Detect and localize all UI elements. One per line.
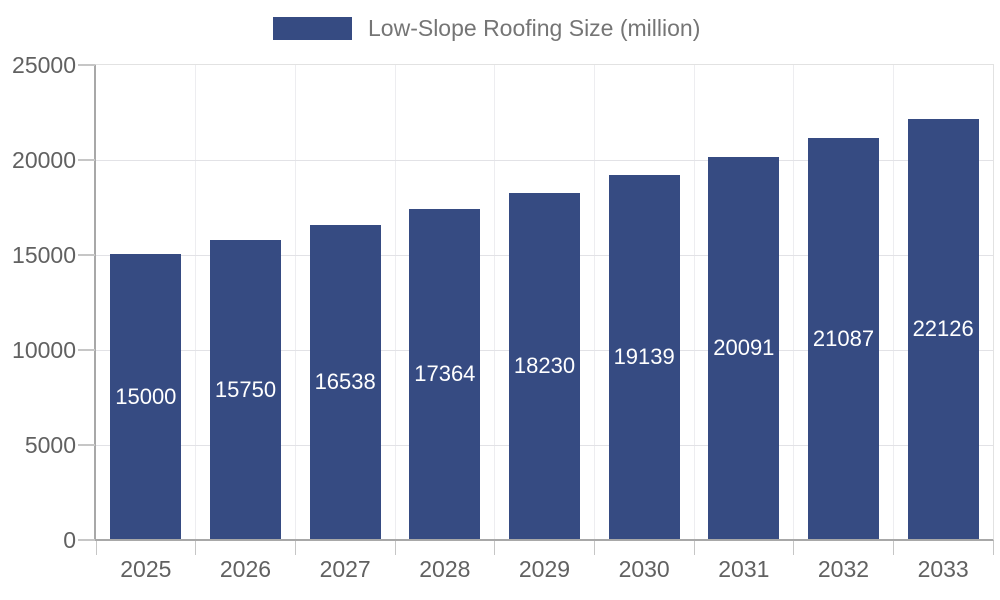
x-axis-tick-2 <box>294 541 296 555</box>
gridline-x-6 <box>693 65 695 539</box>
bar-value-label-2030: 19139 <box>613 344 675 369</box>
x-axis-tick-7 <box>793 541 795 555</box>
y-axis-label-25000: 25000 <box>12 52 76 78</box>
bar-value-label-2031: 20091 <box>713 335 775 360</box>
y-axis-label-20000: 20000 <box>12 147 76 173</box>
gridline-y-20000 <box>96 159 993 161</box>
x-axis-label-2033: 2033 <box>917 556 969 582</box>
y-axis-tick-20000 <box>78 159 95 161</box>
x-axis-label-2031: 2031 <box>718 556 770 582</box>
y-axis-tick-25000 <box>78 64 95 66</box>
legend-swatch <box>273 17 352 40</box>
y-axis-label-0: 0 <box>63 527 76 553</box>
y-axis-tick-0 <box>78 539 95 541</box>
plot-area: 15000 15750 16538 17364 18230 19139 20091 21087… <box>94 64 994 541</box>
x-axis-label-2027: 2027 <box>319 556 371 582</box>
x-axis-tick-4 <box>494 541 496 555</box>
x-axis-tick-9 <box>992 541 994 555</box>
bar-value-label-2026: 15750 <box>214 376 277 402</box>
gridline-x-3 <box>394 65 396 539</box>
gridline-x-8 <box>892 65 894 539</box>
bar-2026[interactable]: 15750 <box>210 240 281 539</box>
gridline-x-4 <box>494 65 496 539</box>
bar-2032[interactable]: 21087 <box>808 138 879 539</box>
bar-2025[interactable]: 15000 <box>110 254 182 539</box>
bar-value-label-2027: 16538 <box>314 369 376 394</box>
gridline-x-5 <box>593 65 595 539</box>
x-axis-label-2026: 2026 <box>219 556 272 582</box>
x-axis-tick-6 <box>693 541 695 555</box>
gridline-x-1 <box>195 65 197 539</box>
bar-2027[interactable]: 16538 <box>309 225 381 539</box>
bar-2028[interactable]: 17364 <box>409 209 481 539</box>
x-axis-label-2028: 2028 <box>419 556 471 582</box>
x-axis-label-2025: 2025 <box>120 556 172 582</box>
x-axis-label-2029: 2029 <box>518 556 571 582</box>
bar-value-label-2029: 18230 <box>513 353 576 378</box>
y-axis-tick-10000 <box>78 349 95 351</box>
bar-value-label-2033: 22126 <box>912 316 974 341</box>
gridline-x-7 <box>793 65 795 539</box>
bar-2033[interactable]: 22126 <box>907 119 979 539</box>
legend-label: Low-Slope Roofing Size (million) <box>368 15 701 41</box>
gridline-x-2 <box>294 65 296 539</box>
bar-value-label-2032: 21087 <box>812 325 875 351</box>
legend[interactable]: Low-Slope Roofing Size (million) <box>273 15 700 42</box>
bar-value-label-2028: 17364 <box>414 361 476 386</box>
x-axis-label-2032: 2032 <box>817 556 870 582</box>
x-axis-label-2030: 2030 <box>618 556 670 582</box>
x-axis-tick-1 <box>195 541 197 555</box>
x-axis-tick-3 <box>394 541 396 555</box>
bar-2030[interactable]: 19139 <box>608 175 680 539</box>
bar-value-label-2025: 15000 <box>115 383 177 409</box>
y-axis-label-15000: 15000 <box>12 242 76 268</box>
y-axis-label-5000: 5000 <box>24 432 76 458</box>
y-axis-tick-5000 <box>78 444 95 446</box>
x-axis-tick-5 <box>593 541 595 555</box>
x-axis-tick-8 <box>892 541 894 555</box>
bar-2031[interactable]: 20091 <box>708 157 780 539</box>
x-axis-tick-0 <box>95 541 97 555</box>
bar-2029[interactable]: 18230 <box>509 193 580 539</box>
y-axis-label-10000: 10000 <box>12 337 76 363</box>
y-axis-tick-15000 <box>78 254 95 256</box>
